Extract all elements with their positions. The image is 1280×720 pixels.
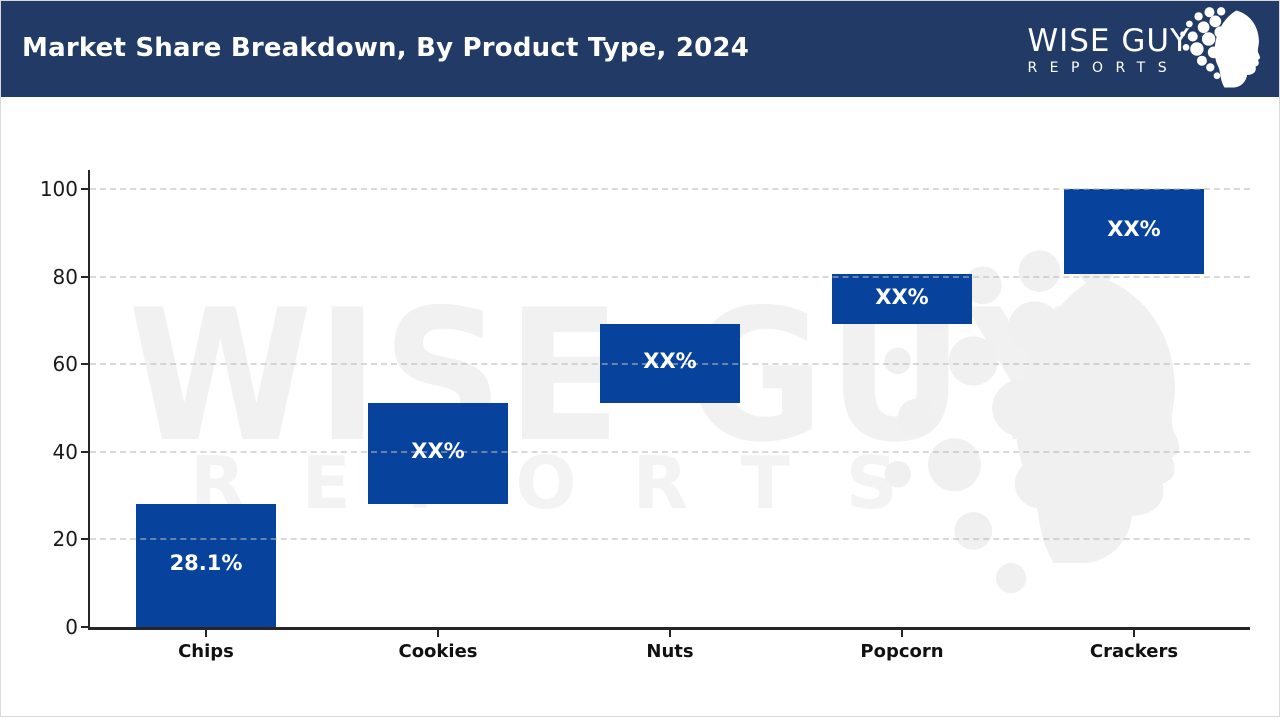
- bar-chips: [136, 503, 276, 627]
- bar-value-label-crackers: XX%: [1107, 217, 1161, 242]
- bar-value-label-popcorn: XX%: [875, 284, 929, 309]
- y-tick-label-0: 0: [65, 614, 78, 639]
- x-tick-mark-popcorn: [901, 629, 903, 637]
- x-tick-label-cookies: Cookies: [398, 641, 478, 662]
- y-tick-label-80: 80: [52, 264, 78, 289]
- x-tick-mark-crackers: [1133, 629, 1135, 637]
- logo-wordmark: WISE GUY: [1027, 22, 1190, 59]
- y-tick-mark-40: [81, 450, 89, 453]
- x-tick-mark-cookies: [437, 629, 439, 637]
- logo-subtext: REPORTS: [1027, 59, 1180, 76]
- x-tick-label-nuts: Nuts: [646, 641, 694, 662]
- bar-cookies: [368, 402, 508, 504]
- gridline-y80: [90, 275, 1250, 278]
- y-axis-line: [88, 170, 90, 629]
- header-bar: Market Share Breakdown, By Product Type,…: [0, 0, 1280, 97]
- bar-value-label-nuts: XX%: [643, 349, 697, 374]
- y-tick-mark-0: [81, 625, 89, 628]
- logo-head-icon: [1180, 7, 1260, 88]
- logo-text: WISE GUY REPORTS: [1027, 23, 1190, 76]
- y-tick-mark-80: [81, 275, 89, 278]
- x-tick-mark-nuts: [669, 629, 671, 637]
- bar-value-label-cookies: XX%: [411, 439, 465, 464]
- page-title: Market Share Breakdown, By Product Type,…: [22, 33, 749, 63]
- x-tick-label-chips: Chips: [178, 641, 234, 662]
- bar-value-label-chips: 28.1%: [169, 551, 243, 576]
- wiseguy-logo: WISE GUY REPORTS: [1027, 7, 1268, 90]
- y-tick-mark-100: [81, 188, 89, 190]
- y-tick-label-40: 40: [52, 439, 78, 464]
- y-tick-mark-60: [81, 363, 89, 365]
- gridline-y40: [90, 450, 1250, 453]
- y-tick-label-60: 60: [52, 352, 78, 376]
- gridline-y100: [90, 188, 1250, 190]
- y-tick-label-100: 100: [39, 177, 78, 201]
- gridline-y20: [90, 538, 1250, 540]
- gridline-y60: [90, 363, 1250, 365]
- x-tick-label-crackers: Crackers: [1089, 641, 1179, 662]
- y-tick-mark-20: [81, 538, 89, 540]
- x-tick-label-popcorn: Popcorn: [860, 641, 944, 662]
- x-axis-line: [88, 627, 1250, 630]
- x-tick-mark-chips: [205, 629, 207, 637]
- watermark-subtext: REPORTS: [190, 441, 954, 525]
- y-tick-label-20: 20: [52, 527, 78, 551]
